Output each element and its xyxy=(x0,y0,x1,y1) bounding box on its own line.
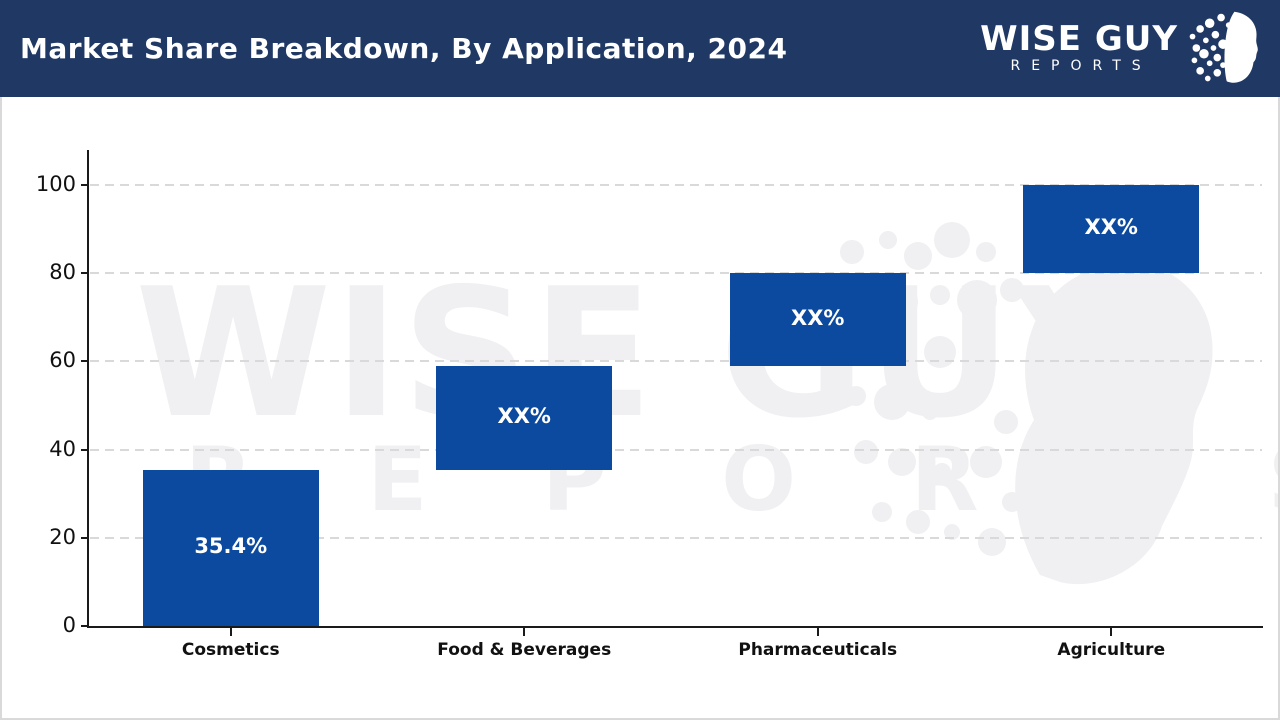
x-tick-1 xyxy=(523,628,526,636)
y-tick-60 xyxy=(81,360,88,363)
brand-logo-text: WISE GUY REPORTS xyxy=(980,19,1178,74)
header-bar: Market Share Breakdown, By Application, … xyxy=(0,0,1280,97)
y-tick-100 xyxy=(81,184,88,186)
x-tick-3 xyxy=(1110,628,1113,636)
x-category-label: Agriculture xyxy=(1057,640,1166,660)
x-tick-2 xyxy=(816,628,819,636)
gridline-y60 xyxy=(90,360,1262,363)
y-tick-label-20: 20 xyxy=(49,524,76,549)
gridline-y100 xyxy=(90,184,1262,186)
y-tick-0 xyxy=(81,625,88,627)
gridline-y40 xyxy=(90,448,1262,451)
page-title: Market Share Breakdown, By Application, … xyxy=(20,32,788,65)
x-axis-line xyxy=(87,626,1263,628)
bar-value-label: XX% xyxy=(1084,215,1138,240)
bar-food-beverages xyxy=(436,365,613,470)
y-tick-80 xyxy=(81,272,88,275)
brand-face-icon xyxy=(1189,11,1258,83)
x-category-label: Pharmaceuticals xyxy=(738,640,898,660)
x-category-label: Cosmetics xyxy=(181,640,280,660)
y-tick-label-100: 100 xyxy=(35,172,76,196)
y-axis-line xyxy=(87,150,89,628)
gridline-y20 xyxy=(90,536,1262,539)
y-tick-label-0: 0 xyxy=(62,613,76,637)
gridline-y80 xyxy=(90,272,1262,275)
brand-name: WISE GUY xyxy=(980,19,1178,60)
bar-cosmetics xyxy=(142,469,319,626)
bar-value-label: XX% xyxy=(791,305,845,330)
y-tick-20 xyxy=(81,536,88,539)
y-tick-label-60: 60 xyxy=(49,348,76,373)
x-tick-0 xyxy=(229,628,232,636)
y-tick-40 xyxy=(81,448,88,451)
brand-logo: WISE GUY REPORTS xyxy=(980,8,1262,88)
bar-value-label: XX% xyxy=(497,403,551,428)
bar-agriculture xyxy=(1023,185,1200,274)
brand-subname: REPORTS xyxy=(1010,57,1152,74)
y-tick-label-40: 40 xyxy=(49,436,76,461)
bar-pharmaceuticals xyxy=(729,273,906,366)
bar-value-label: 35.4% xyxy=(194,533,268,558)
x-category-label: Food & Beverages xyxy=(437,640,612,660)
y-tick-label-80: 80 xyxy=(49,260,76,285)
